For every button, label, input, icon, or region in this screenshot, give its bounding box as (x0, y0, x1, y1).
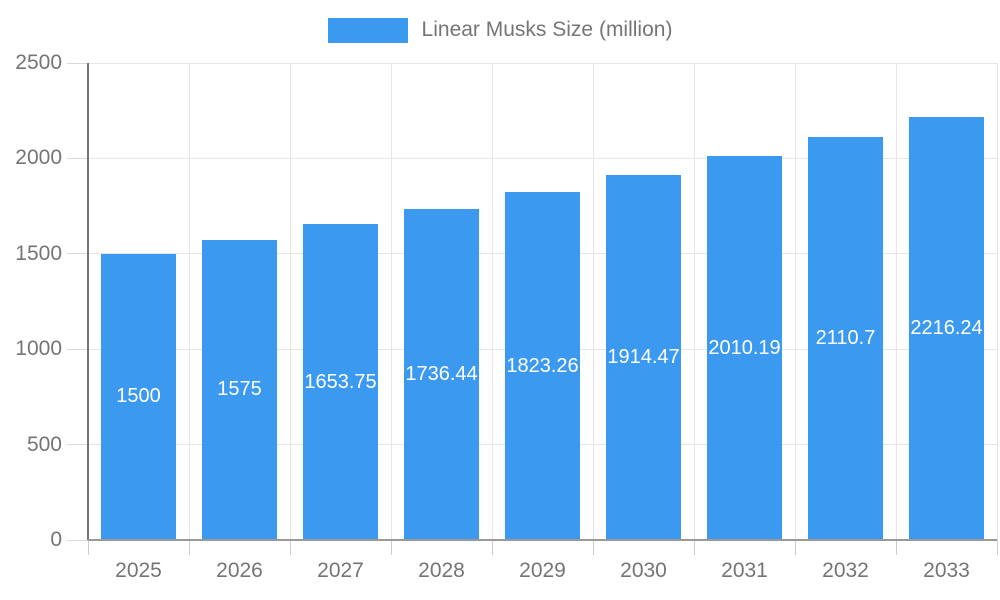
y-axis-tick (67, 62, 88, 64)
legend-series-label: Linear Musks Size (million) (421, 18, 673, 41)
x-axis-tick (87, 540, 89, 555)
y-axis-tick (67, 157, 88, 159)
x-gridline (592, 63, 594, 540)
bar-value-label: 2216.24 (910, 317, 983, 340)
y-axis-label: 1500 (15, 241, 62, 265)
y-axis-label: 2000 (15, 146, 62, 170)
bar-2030[interactable]: 1914.47 (606, 174, 681, 540)
x-axis-tick (895, 540, 897, 555)
x-axis-tick (996, 540, 998, 555)
x-axis-label-2025: 2025 (115, 559, 162, 582)
x-axis-baseline (88, 539, 997, 541)
y-axis-tick (67, 444, 88, 446)
bar-value-label: 1575 (217, 378, 262, 401)
x-gridline (794, 63, 796, 540)
x-axis-tick (390, 540, 392, 555)
x-axis-label-2028: 2028 (418, 559, 465, 582)
y-axis-tick (67, 253, 88, 255)
bar-value-label: 2010.19 (708, 336, 781, 359)
x-gridline (390, 63, 392, 540)
bar-2029[interactable]: 1823.26 (505, 192, 580, 540)
y-gridline (88, 63, 997, 64)
x-axis-label-2027: 2027 (317, 559, 364, 582)
x-axis-label-2033: 2033 (923, 559, 970, 582)
bar-2027[interactable]: 1653.75 (303, 224, 378, 540)
x-gridline (289, 63, 291, 540)
x-gridline (693, 63, 695, 540)
x-axis-tick (188, 540, 190, 555)
x-axis-tick (289, 540, 291, 555)
x-gridline (996, 63, 998, 540)
bar-2028[interactable]: 1736.44 (404, 208, 479, 540)
bar-value-label: 1914.47 (607, 345, 680, 368)
bar-2032[interactable]: 2110.7 (808, 137, 883, 540)
y-axis-label: 1000 (15, 337, 62, 361)
x-axis-label-2030: 2030 (620, 559, 667, 582)
y-gridline (88, 157, 997, 159)
x-axis-label-2026: 2026 (216, 559, 263, 582)
y-axis-label: 0 (50, 528, 62, 551)
bar-value-label: 1736.44 (405, 362, 478, 385)
x-axis-label-2032: 2032 (822, 559, 869, 582)
chart-legend[interactable]: Linear Musks Size (million) (0, 16, 1000, 44)
x-axis-tick (693, 540, 695, 555)
y-axis-label: 500 (26, 432, 62, 456)
x-axis-tick (592, 540, 594, 555)
y-axis-tick (67, 348, 88, 350)
y-axis-label: 2500 (15, 51, 62, 74)
x-axis-tick (794, 540, 796, 555)
y-axis-line (87, 63, 89, 540)
bar-value-label: 1500 (116, 385, 161, 408)
x-axis-tick (491, 540, 493, 555)
y-axis-tick (67, 539, 88, 541)
plot-area: 0 500 1000 1500 2000 2500 1500 1575 1653.75 1736.… (15, 51, 998, 582)
x-axis-label-2029: 2029 (519, 559, 566, 582)
x-gridline (895, 63, 897, 540)
x-axis-label-2031: 2031 (721, 559, 768, 582)
legend-color-swatch[interactable] (327, 17, 408, 43)
bar-value-label: 1823.26 (506, 354, 579, 377)
bar-2031[interactable]: 2010.19 (707, 156, 782, 540)
x-gridline (188, 63, 190, 540)
bar-value-label: 2110.7 (815, 327, 876, 350)
x-gridline (491, 63, 493, 540)
bar-2026[interactable]: 1575 (202, 239, 277, 540)
bar-2025[interactable]: 1500 (101, 253, 176, 540)
bar-value-label: 1653.75 (304, 370, 377, 393)
bar-2033[interactable]: 2216.24 (909, 117, 984, 540)
